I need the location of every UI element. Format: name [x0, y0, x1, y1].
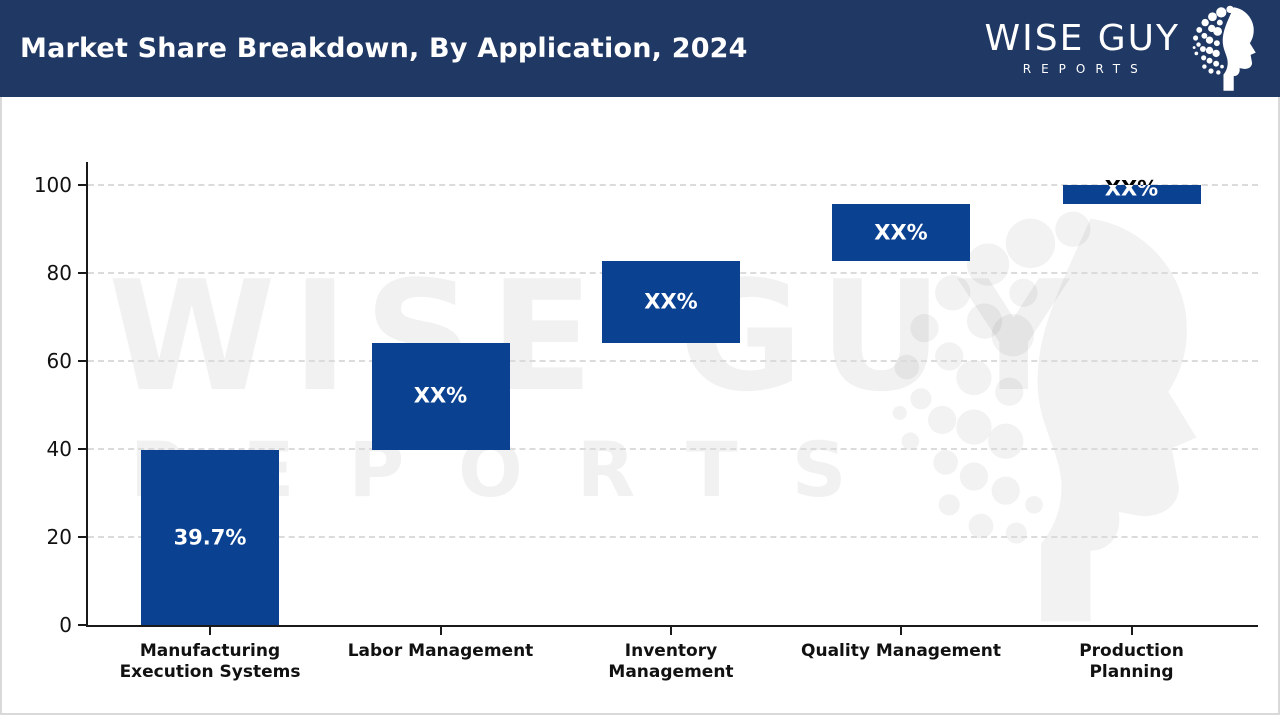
- y-axis-tick: [78, 184, 86, 186]
- x-axis-label-labor-management: Labor Management: [316, 641, 566, 662]
- y-axis-tick: [78, 624, 86, 626]
- x-axis-label-line: Planning: [1089, 662, 1174, 683]
- y-axis-tick-label: 0: [59, 613, 72, 637]
- y-axis-line: [86, 162, 88, 627]
- bar-value-label: 39.7%: [173, 525, 247, 550]
- wise-guy-logo: WISE GUY REPORTS: [985, 5, 1263, 93]
- bar-production-planning: XX%XX%: [1062, 178, 1201, 205]
- y-axis-tick: [78, 272, 86, 274]
- x-axis-label-line: Execution Systems: [119, 662, 301, 683]
- y-axis-tick: [78, 448, 86, 450]
- y-axis-tick: [78, 536, 86, 538]
- bar-labor-management: XX%XX%: [371, 342, 510, 451]
- bar-manufacturing-execution-systems: 39.7%39.7%: [141, 450, 279, 625]
- x-axis-tick: [670, 627, 672, 635]
- bar-inventory-management: XX%XX%: [602, 261, 740, 343]
- watermark-wordmark: WISE GUY: [108, 248, 1085, 425]
- x-axis-tick: [439, 627, 442, 635]
- x-axis-label-production-planning: Production Planning: [1007, 641, 1257, 684]
- bar-value-label: XX%: [413, 383, 468, 408]
- gridline: [88, 360, 1258, 362]
- gridline: [88, 536, 1258, 538]
- y-axis-tick: [78, 360, 86, 362]
- y-axis-tick-label: 60: [46, 349, 72, 373]
- bar-rect: XX%: [602, 261, 740, 343]
- x-axis-label-manufacturing-execution-systems: Manufacturing Execution Systems: [85, 641, 335, 684]
- x-axis-line: [86, 625, 1258, 627]
- bar-value-label: XX%: [644, 289, 698, 314]
- y-axis-tick-label: 100: [33, 173, 72, 197]
- x-axis-tick: [900, 627, 902, 635]
- x-axis-label-line: Quality Management: [801, 641, 1001, 661]
- gridline: [88, 184, 1258, 186]
- y-axis-tick-label: 80: [46, 261, 72, 285]
- logo-subtitle: REPORTS: [1022, 62, 1148, 76]
- logo-text: WISE GUY REPORTS: [984, 18, 1181, 77]
- y-axis-tick-label: 20: [46, 525, 72, 549]
- page-title: Market Share Breakdown, By Application, …: [20, 33, 748, 64]
- bar-rect: XX%: [832, 204, 970, 262]
- x-axis-label-line: Inventory: [624, 641, 718, 661]
- x-axis-label-line: Production: [1079, 641, 1184, 661]
- x-axis-label-inventory-management: Inventory Management: [546, 641, 796, 684]
- x-axis-tick: [209, 627, 211, 635]
- header-bar: Market Share Breakdown, By Application, …: [0, 0, 1280, 97]
- x-axis-tick: [1130, 627, 1133, 635]
- bar-rect: XX%: [1062, 185, 1201, 205]
- bar-quality-management: XX%XX%: [832, 204, 970, 262]
- x-axis-label-line: Manufacturing: [139, 641, 281, 661]
- bar-rect: 39.7%: [141, 450, 279, 625]
- gridline: [88, 448, 1258, 450]
- logo-wordmark: WISE GUY: [984, 18, 1180, 59]
- x-axis-label-quality-management: Quality Management: [776, 641, 1026, 662]
- bar-value-label: XX%: [1104, 185, 1159, 201]
- bar-value-label: XX%: [874, 220, 928, 245]
- logo-head-icon: [1192, 5, 1256, 91]
- x-axis-label-line: Management: [608, 662, 734, 683]
- x-axis-label-line: Labor Management: [347, 641, 534, 661]
- y-axis-tick-label: 40: [46, 437, 72, 461]
- bar-rect: XX%: [371, 342, 510, 451]
